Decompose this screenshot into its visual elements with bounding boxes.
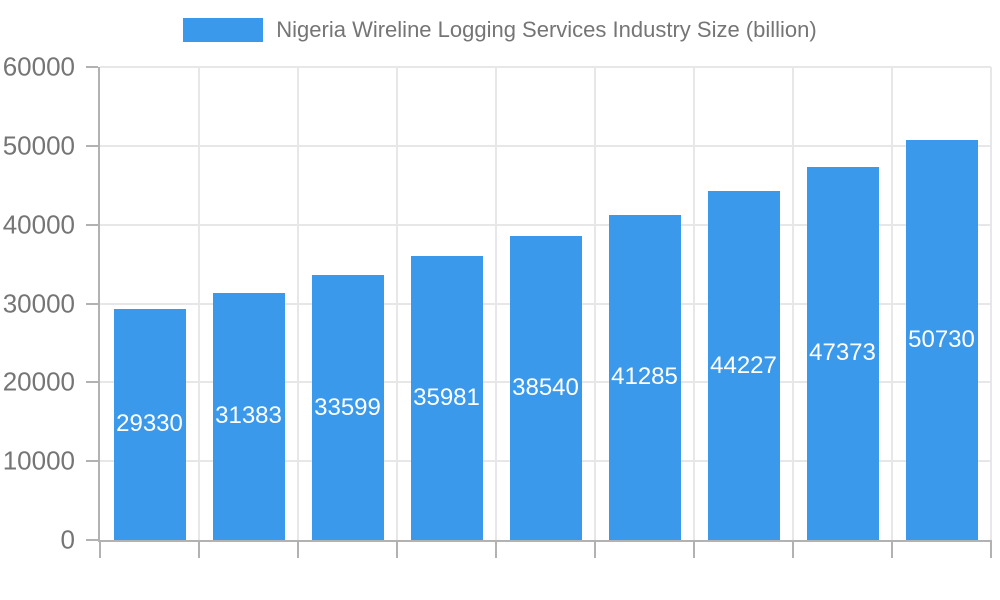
vertical-gridline xyxy=(396,67,398,540)
y-axis-tick-label: 60000 xyxy=(2,51,75,82)
y-axis-tick-mark xyxy=(86,66,98,68)
bar-2027: 33599 xyxy=(311,275,384,540)
y-axis-tick-label: 40000 xyxy=(2,209,75,240)
vertical-gridline xyxy=(792,67,794,540)
horizontal-gridline xyxy=(100,144,991,147)
vertical-gridline xyxy=(693,67,695,540)
x-axis-tick-mark xyxy=(792,540,794,558)
horizontal-gridline xyxy=(100,223,991,226)
x-axis-tick-mark xyxy=(495,540,497,558)
plot-area: 0 10000 20000 30000 40000 50000 60000 29330 3138… xyxy=(3,52,992,558)
y-axis-line xyxy=(98,67,100,540)
vertical-gridline xyxy=(990,67,992,540)
vertical-gridline xyxy=(198,67,200,540)
legend-label: Nigeria Wireline Logging Services Indust… xyxy=(276,17,817,42)
x-axis-tick-mark xyxy=(594,540,596,558)
bar-2032: 47373 xyxy=(806,166,879,540)
bar-2026: 31383 xyxy=(212,292,285,540)
legend[interactable]: Nigeria Wireline Logging Services Indust… xyxy=(0,17,1000,43)
x-axis-tick-mark xyxy=(99,540,101,558)
x-axis-tick-mark xyxy=(396,540,398,558)
y-axis-tick-mark xyxy=(86,381,98,384)
vertical-gridline xyxy=(495,67,497,540)
bar-value-label: 33599 xyxy=(314,393,381,421)
bar-value-label: 44227 xyxy=(710,351,777,379)
vertical-gridline xyxy=(594,67,596,540)
bar-value-label: 38540 xyxy=(512,374,579,402)
y-axis-tick-label: 10000 xyxy=(2,445,75,476)
bar-value-label: 47373 xyxy=(809,339,876,367)
horizontal-gridline xyxy=(100,66,991,68)
y-axis-tick-label: 30000 xyxy=(2,288,75,318)
bar-value-label: 50730 xyxy=(908,326,975,354)
bar-value-label: 35981 xyxy=(413,384,480,412)
legend-swatch xyxy=(183,18,264,42)
x-axis-tick-mark xyxy=(693,540,695,558)
bar-2033: 50730 xyxy=(905,140,978,540)
bar-2025: 29330 xyxy=(113,308,186,540)
y-axis-tick-label: 50000 xyxy=(2,130,75,161)
bar-2029: 38540 xyxy=(509,236,582,540)
x-axis-tick-mark xyxy=(990,540,992,558)
y-axis-tick-mark xyxy=(86,223,98,226)
x-axis-line xyxy=(98,540,991,542)
vertical-gridline xyxy=(891,67,893,540)
bar-value-label: 41285 xyxy=(611,363,678,391)
bar-2031: 44227 xyxy=(707,191,780,540)
bar-value-label: 31383 xyxy=(215,402,282,430)
x-axis-tick-mark xyxy=(891,540,893,558)
x-axis-tick-mark xyxy=(297,540,299,558)
y-axis-tick-label: 0 xyxy=(60,524,75,555)
y-axis-tick-mark xyxy=(86,302,98,305)
y-axis-tick-mark xyxy=(86,460,98,463)
y-axis-tick-mark xyxy=(86,144,98,147)
x-axis-tick-mark xyxy=(198,540,200,558)
y-axis-tick-label: 20000 xyxy=(2,366,75,397)
bar-2028: 35981 xyxy=(410,256,483,540)
vertical-gridline xyxy=(297,67,299,540)
y-axis-tick-mark xyxy=(86,539,98,541)
bar-2030: 41285 xyxy=(608,214,681,540)
bar-value-label: 29330 xyxy=(116,410,183,438)
